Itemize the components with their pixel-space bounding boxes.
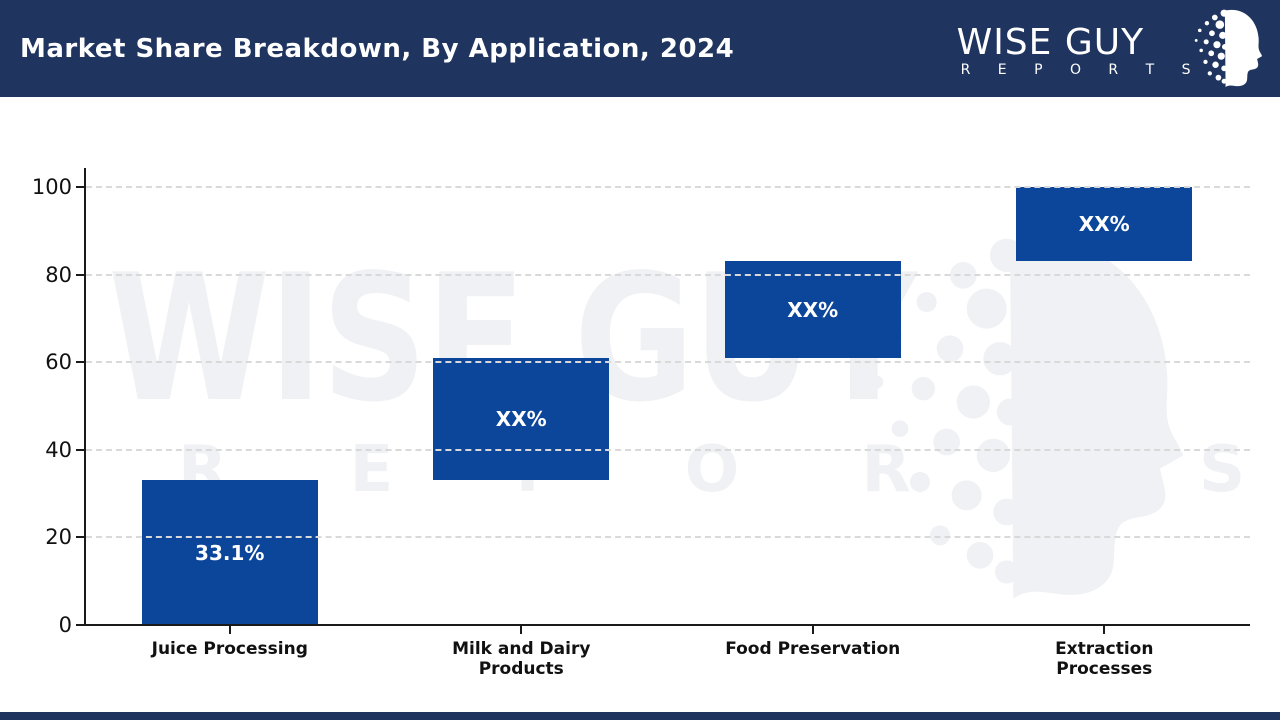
header-bar: Market Share Breakdown, By Application, … bbox=[0, 0, 1280, 97]
logo-wordmark: WISE GUY bbox=[956, 21, 1145, 63]
y-tick-mark-80 bbox=[76, 273, 84, 276]
logo-face-icon bbox=[1188, 6, 1266, 96]
y-tick-mark-40 bbox=[76, 448, 84, 451]
x-axis-line bbox=[84, 624, 1250, 626]
y-tick-label-60: 60 bbox=[45, 350, 72, 375]
bar-value-label: XX% bbox=[1078, 212, 1130, 237]
y-tick-label-80: 80 bbox=[45, 262, 72, 287]
y-tick-label-40: 40 bbox=[45, 437, 72, 462]
y-tick-mark-60 bbox=[76, 361, 84, 364]
bar-segment-4: XX% bbox=[1016, 187, 1193, 262]
y-tick-label-100: 100 bbox=[31, 175, 72, 199]
x-tick-mark-1 bbox=[228, 626, 231, 634]
bar-segment-1: 33.1% bbox=[141, 480, 318, 625]
y-tick-mark-20 bbox=[76, 536, 84, 539]
y-tick-label-20: 20 bbox=[45, 525, 72, 550]
x-tick-mark-4 bbox=[1103, 626, 1106, 634]
bar-segment-3: XX% bbox=[724, 261, 901, 358]
gridline-40 bbox=[86, 448, 1250, 451]
category-label-3: Food Preservation bbox=[725, 639, 901, 659]
bar-value-label: XX% bbox=[787, 297, 839, 322]
y-tick-label-0: 0 bbox=[58, 613, 72, 637]
bar-segment-2: XX% bbox=[433, 357, 610, 480]
gridline-60 bbox=[86, 361, 1250, 364]
category-label-4: Extraction Processes bbox=[1055, 639, 1154, 680]
x-tick-mark-2 bbox=[520, 626, 523, 634]
footer-bar bbox=[0, 712, 1280, 720]
gridline-100 bbox=[86, 186, 1250, 188]
category-label-1: Juice Processing bbox=[151, 639, 308, 659]
watermark-face-icon bbox=[852, 222, 1188, 626]
logo-subtitle: R E P O R T S bbox=[960, 62, 1202, 79]
page-title: Market Share Breakdown, By Application, … bbox=[20, 33, 735, 64]
y-tick-mark-0 bbox=[76, 624, 84, 626]
y-tick-mark-100 bbox=[76, 186, 84, 188]
gridline-20 bbox=[86, 536, 1250, 539]
category-label-2: Milk and Dairy Products bbox=[452, 639, 591, 680]
x-tick-mark-3 bbox=[811, 626, 814, 634]
logo-text: WISE GUY R E P O R T S bbox=[956, 21, 1202, 79]
wise-guy-reports-logo: WISE GUY R E P O R T S bbox=[957, 6, 1266, 96]
bar-value-label: XX% bbox=[495, 406, 547, 431]
y-axis-line bbox=[84, 168, 86, 626]
bar-value-label: 33.1% bbox=[195, 540, 265, 565]
gridline-80 bbox=[86, 273, 1250, 276]
